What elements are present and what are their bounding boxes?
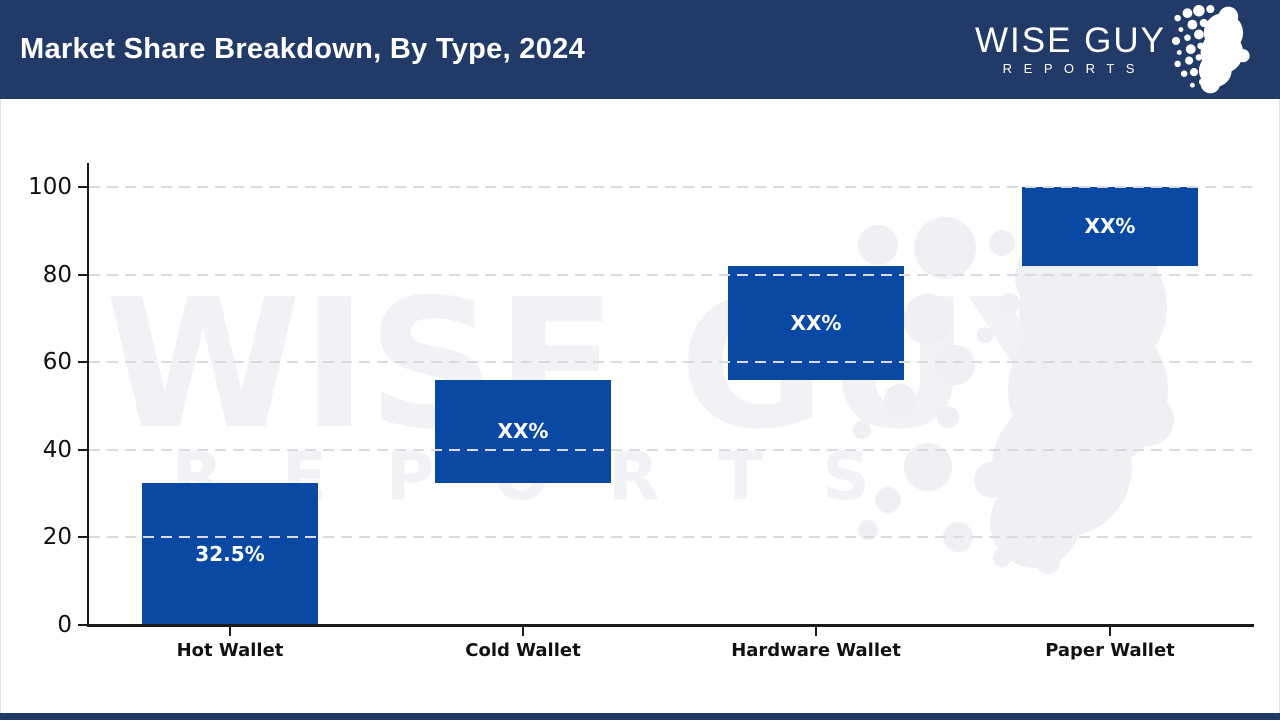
y-tick-label: 20 [42, 524, 72, 551]
y-axis-line [87, 163, 89, 627]
y-tick-mark [78, 273, 87, 276]
watermark-head-icon [853, 215, 1174, 574]
y-tick-label: 80 [42, 261, 72, 288]
y-tick-label: 100 [28, 174, 72, 200]
y-tick-mark [78, 536, 87, 539]
x-tick-label: Hot Wallet [176, 640, 284, 661]
header-bar: Market Share Breakdown, By Type, 2024 WI… [0, 0, 1280, 99]
gridline [89, 273, 1254, 276]
bar-paper-wallet: XX% [1022, 187, 1198, 266]
y-tick-label: 0 [57, 612, 72, 638]
bar-value-label: XX% [790, 310, 842, 335]
y-tick-mark [78, 448, 87, 451]
bar-value-label: 32.5% [195, 541, 265, 566]
gridline [89, 448, 1254, 451]
bar-hot-wallet: 32.5% [142, 482, 318, 625]
bar-value-label: XX% [1084, 214, 1136, 239]
gridline [89, 186, 1254, 188]
y-tick-mark [78, 624, 87, 626]
gridline [89, 536, 1254, 539]
x-tick-label: Cold Wallet [465, 640, 581, 661]
x-axis-line [87, 624, 1254, 627]
page-title: Market Share Breakdown, By Type, 2024 [20, 33, 586, 65]
logo-wordmark: WISE GUY R E P O R T S [975, 23, 1166, 76]
bar-cold-wallet: XX% [435, 379, 611, 483]
x-tick-mark [1109, 627, 1111, 636]
gridline [89, 361, 1254, 364]
y-tick-mark [78, 361, 87, 364]
x-tick-mark [522, 627, 524, 636]
left-border [0, 99, 1, 713]
x-tick-label: Paper Wallet [1045, 640, 1175, 661]
footer-bar [0, 713, 1280, 720]
x-tick-mark [229, 627, 231, 636]
y-tick-mark [78, 186, 87, 188]
bar-hardware-wallet: XX% [728, 265, 904, 380]
x-tick-mark [815, 627, 817, 636]
x-tick-label: Hardware Wallet [731, 640, 901, 661]
y-tick-label: 40 [42, 436, 72, 463]
logo-title: WISE GUY [974, 21, 1166, 60]
dotted-head-icon [1171, 4, 1250, 93]
wiseguy-logo: WISE GUY R E P O R T S [975, 4, 1254, 95]
bar-value-label: XX% [497, 419, 549, 444]
y-tick-label: 60 [42, 349, 72, 376]
logo-subtitle: R E P O R T S [1002, 61, 1139, 76]
